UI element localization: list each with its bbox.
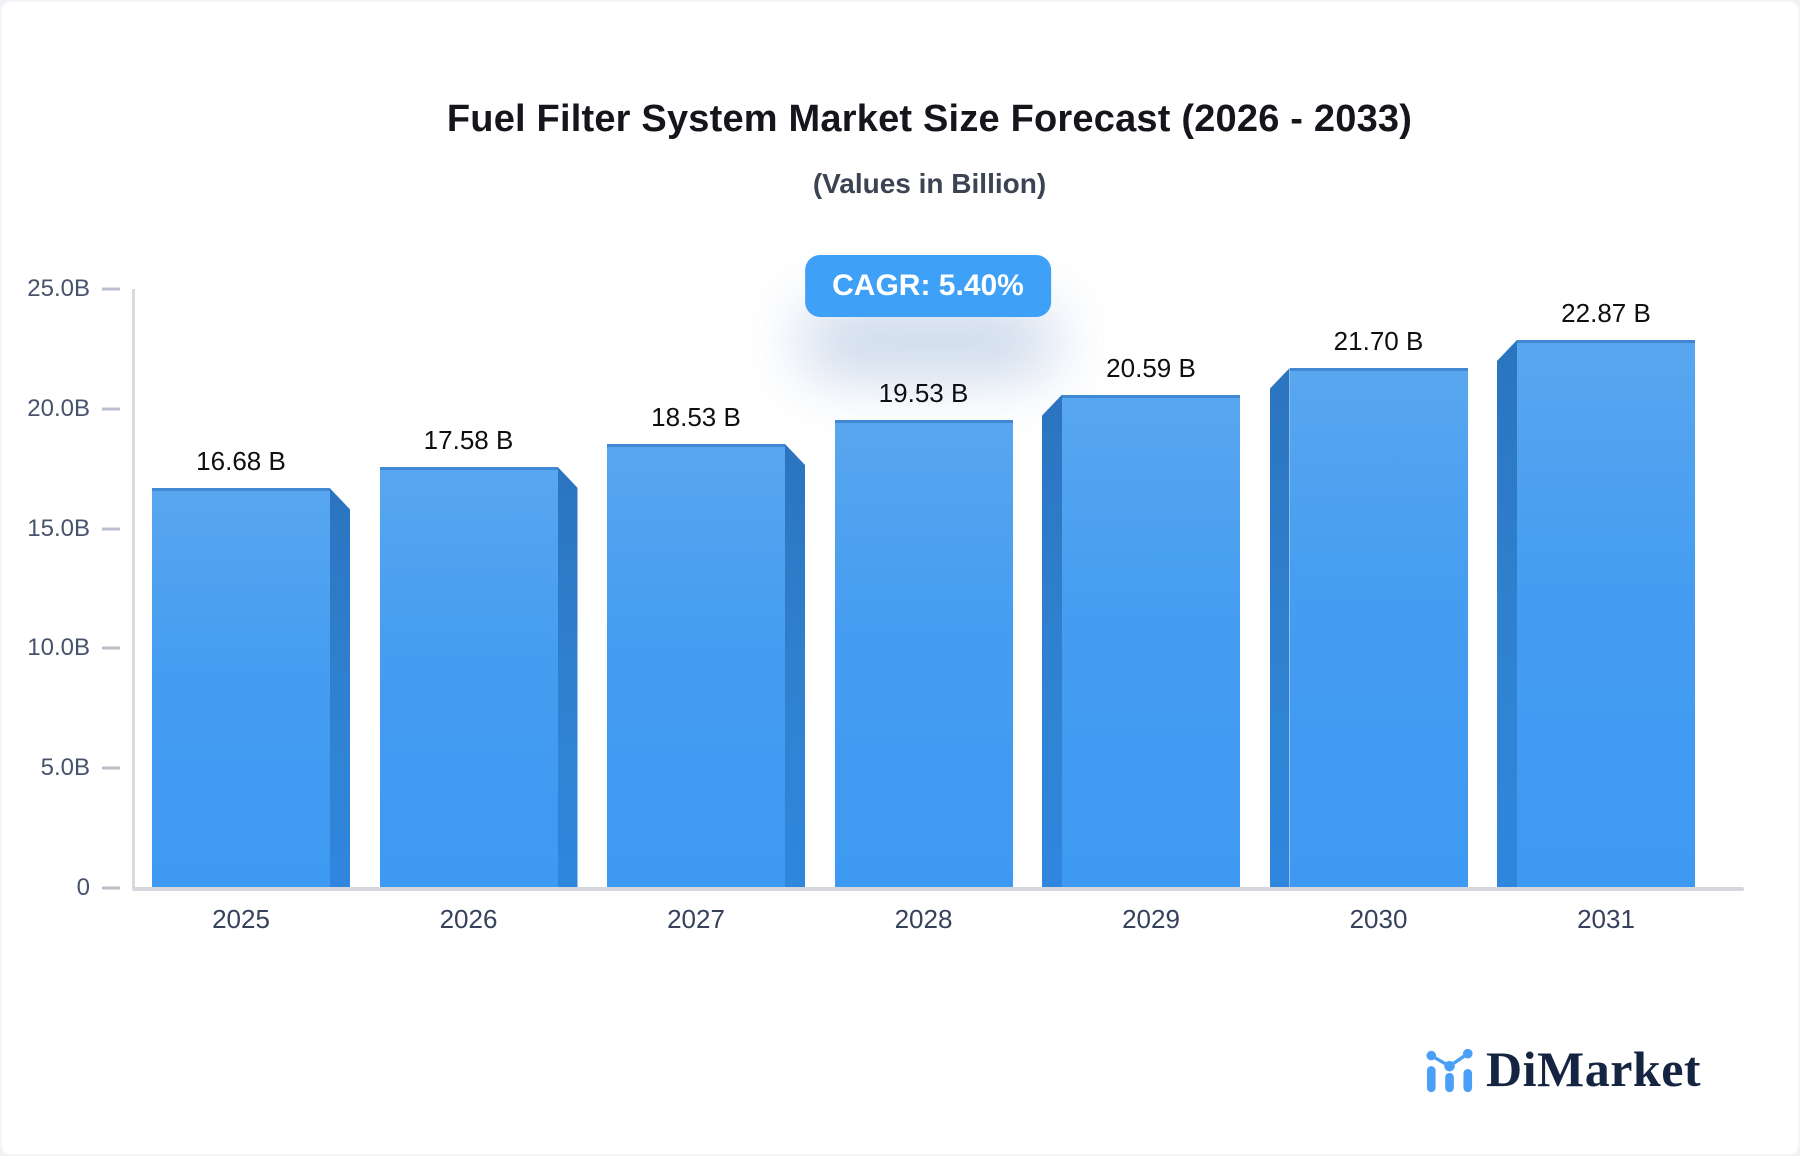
bar-2025[interactable] (152, 488, 330, 888)
y-axis-tick-label: 10.0B (27, 634, 90, 662)
mini-bar-line-chart-icon (1426, 1048, 1473, 1093)
bar-2029[interactable] (1062, 394, 1240, 888)
bar-2030[interactable] (1289, 368, 1468, 888)
bar-value-label: 17.58 B (423, 424, 514, 455)
bar-side-face-2030 (1269, 368, 1290, 888)
y-axis-tick-mark (102, 886, 120, 890)
y-axis-tick-mark (102, 646, 120, 650)
y-axis-tick-mark (102, 766, 120, 770)
logo-text: DiMarket (1486, 1041, 1702, 1097)
bar-value-label: 20.59 B (1106, 352, 1196, 383)
y-axis-tick-label: 5.0B (40, 754, 90, 782)
x-axis-label-2027: 2027 (667, 904, 725, 934)
bar-value-label: 19.53 B (878, 378, 969, 409)
bar-side-face-2027 (785, 444, 805, 888)
chart-subtitle: (Values in Billion) (812, 168, 1047, 199)
bar-value-label: 18.53 B (651, 402, 741, 433)
x-axis-label-2026: 2026 (439, 904, 498, 934)
x-axis-label-2028: 2028 (894, 904, 953, 934)
cagr-badge: CAGR: 5.40% (805, 255, 1051, 317)
dimarket-logo[interactable]: DiMarket (1426, 1044, 1701, 1094)
bar-2028[interactable] (834, 420, 1013, 888)
y-axis-tick-label: 15.0B (27, 514, 90, 542)
chart-title: Fuel Filter System Market Size Forecast … (446, 98, 1413, 140)
y-axis-tick-mark (102, 527, 120, 531)
x-axis-label-2025: 2025 (212, 904, 270, 934)
bar-side-face-2029 (1042, 394, 1062, 888)
y-axis-tick-label: 25.0B (27, 275, 90, 302)
y-axis-line (132, 289, 135, 888)
bar-value-label: 22.87 B (1561, 298, 1651, 329)
y-axis-tick-mark (102, 407, 120, 411)
bar-value-label: 21.70 B (1333, 326, 1424, 357)
bar-side-face-2031 (1497, 340, 1517, 888)
bar-side-face-2026 (557, 466, 578, 888)
bar-side-face-2025 (330, 488, 350, 888)
bar-2027[interactable] (607, 444, 785, 888)
x-axis-line (132, 887, 1744, 891)
y-axis-tick-mark (102, 287, 120, 291)
y-axis-tick-label: 0 (76, 874, 90, 901)
y-axis-tick-label: 20.0B (27, 394, 90, 422)
x-axis-label-2030: 2030 (1349, 904, 1408, 934)
bar-2031[interactable] (1517, 340, 1695, 888)
x-axis-label-2029: 2029 (1122, 904, 1180, 934)
bar-2026[interactable] (379, 466, 558, 888)
bar-value-label: 16.68 B (196, 446, 286, 477)
x-axis-label-2031: 2031 (1577, 904, 1635, 934)
